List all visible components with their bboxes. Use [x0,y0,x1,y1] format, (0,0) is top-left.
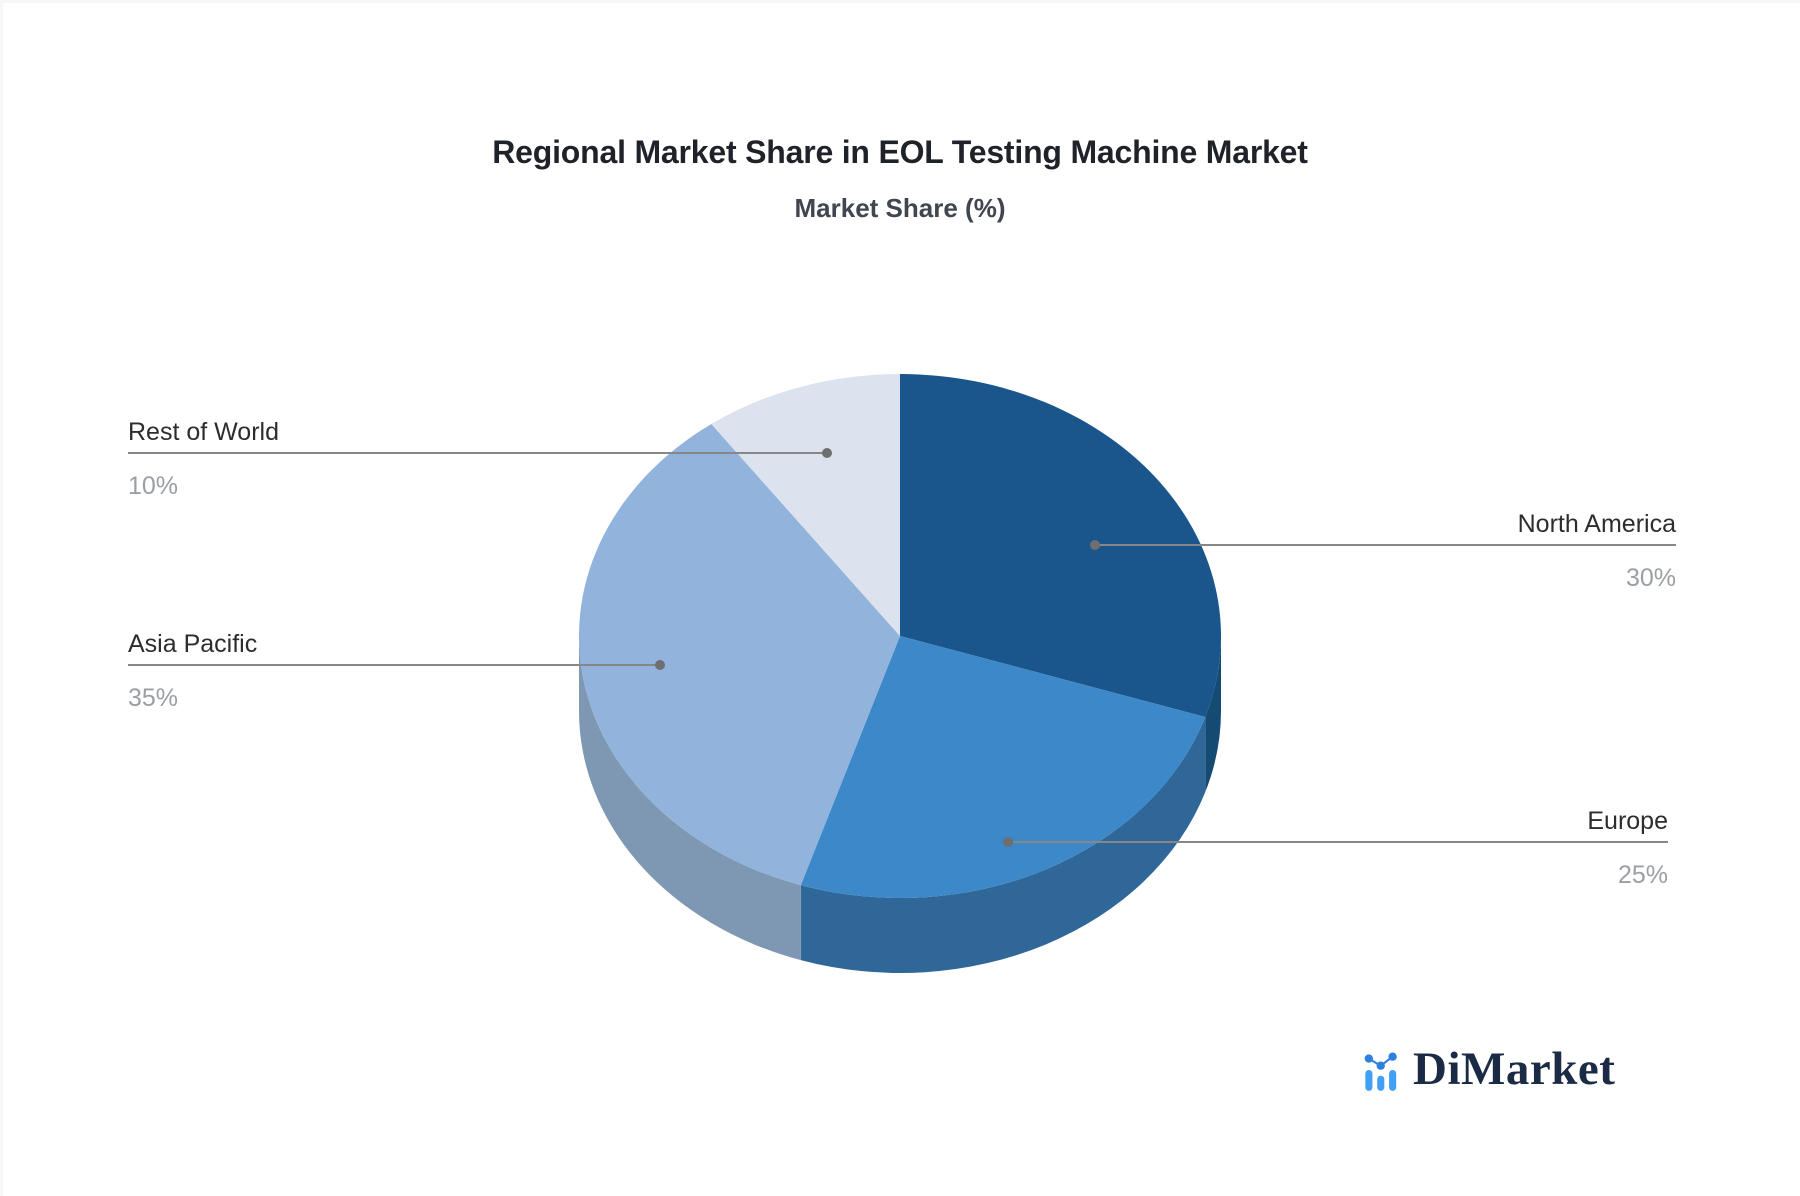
label-rest-of-world: Rest of World [128,417,279,447]
label-europe-name: Europe [1587,807,1668,835]
chart-title: Regional Market Share in EOL Testing Mac… [492,134,1308,170]
label-north-america-value: 30% [1625,564,1676,592]
label-rest-of-world-name: Rest of World [128,418,279,446]
pie-slice-side-asia-pacific [579,636,801,961]
bar-line-chart-icon [1364,1052,1397,1091]
value-europe: 25% [1618,860,1668,890]
label-rest-of-world-value: 10% [128,472,179,500]
leader-dot-north-america [1090,540,1100,550]
pie-slice-side-europe [800,716,1206,974]
leader-lines [128,452,1676,843]
label-asia-pacific-name: Asia Pacific [128,630,258,658]
pie-slice-north-america[interactable] [900,374,1221,717]
window-edge-left [0,0,3,1196]
pie-slices [578,374,1221,974]
label-asia-pacific-value: 35% [128,684,179,712]
label-north-america-name: North America [1517,510,1676,538]
leader-dots [655,448,1100,847]
logo-text: DiMarket [1413,1042,1616,1095]
value-asia-pacific: 35% [128,683,178,713]
value-north-america: 30% [1626,563,1676,593]
label-europe-value: 25% [1617,861,1668,889]
pie-slice-side-north-america [1205,636,1221,792]
label-north-america: North America [1518,509,1676,539]
pie-slice-asia-pacific[interactable] [578,424,900,886]
label-asia-pacific: Asia Pacific [128,629,257,659]
leader-dot-rest-of-world [822,448,832,458]
pie-slice-europe[interactable] [800,636,1206,898]
window-edge-top [0,0,1800,3]
chart-subtitle: Market Share (%) [794,193,1006,223]
pie-slice-rest-of-world[interactable] [711,374,900,636]
leader-dot-europe [1003,837,1013,847]
leader-dot-asia-pacific [655,660,665,670]
label-europe: Europe [1587,806,1668,836]
value-rest-of-world: 10% [128,471,178,501]
dimarket-logo: DiMarket [1362,1040,1615,1092]
